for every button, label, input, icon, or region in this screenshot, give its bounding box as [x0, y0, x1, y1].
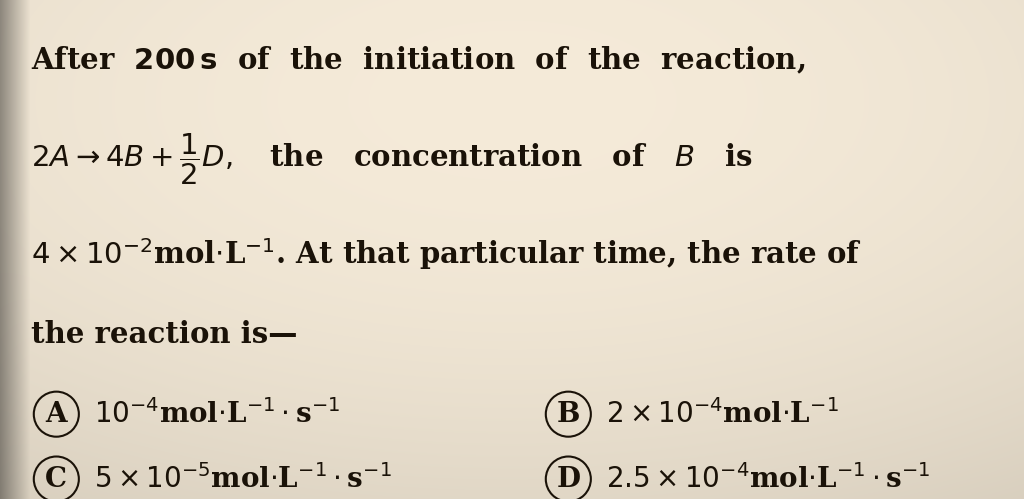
Text: C: C [45, 466, 68, 493]
Text: $4\times10^{-2}$mol$\cdot$L$^{-1}$. At that particular time, the rate of: $4\times10^{-2}$mol$\cdot$L$^{-1}$. At t… [31, 237, 861, 272]
Text: D: D [556, 466, 581, 493]
Text: After  $\mathbf{200\,s}$  of  the  initiation  of  the  reaction,: After $\mathbf{200\,s}$ of the initiatio… [31, 44, 805, 75]
Text: $10^{-4}$mol$\cdot$L$^{-1}\cdot$s$^{-1}$: $10^{-4}$mol$\cdot$L$^{-1}\cdot$s$^{-1}$ [94, 399, 340, 429]
Text: B: B [557, 401, 580, 428]
Text: $2\times10^{-4}$mol$\cdot$L$^{-1}$: $2\times10^{-4}$mol$\cdot$L$^{-1}$ [606, 399, 839, 429]
Text: the reaction is—: the reaction is— [31, 320, 297, 349]
Text: $2A\rightarrow4B+\dfrac{1}{2}D,$   the   concentration   of   $B$   is: $2A\rightarrow4B+\dfrac{1}{2}D,$ the con… [31, 132, 753, 187]
Text: $2.5\times10^{-4}$mol$\cdot$L$^{-1}\cdot$s$^{-1}$: $2.5\times10^{-4}$mol$\cdot$L$^{-1}\cdot… [606, 464, 931, 494]
Text: $5\times10^{-5}$mol$\cdot$L$^{-1}\cdot$s$^{-1}$: $5\times10^{-5}$mol$\cdot$L$^{-1}\cdot$s… [94, 464, 392, 494]
Text: A: A [45, 401, 68, 428]
